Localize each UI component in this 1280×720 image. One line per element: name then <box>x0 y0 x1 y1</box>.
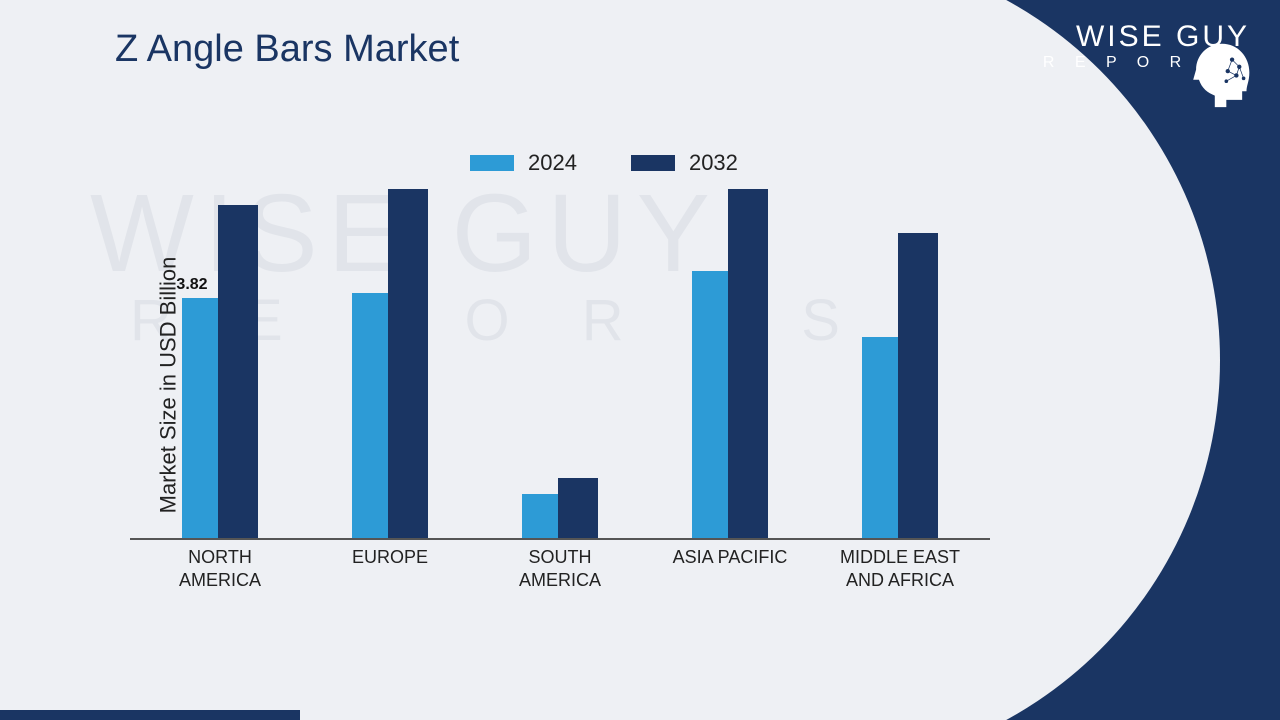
legend-label-2032: 2032 <box>689 150 738 176</box>
x-axis-label: ASIA PACIFIC <box>665 546 795 569</box>
legend-item-2032: 2032 <box>631 150 738 176</box>
bar <box>558 478 598 538</box>
bar <box>692 271 732 538</box>
bar <box>898 233 938 538</box>
bar <box>218 205 258 538</box>
bar <box>352 293 392 538</box>
x-axis-label: EUROPE <box>325 546 455 569</box>
x-axis-label: NORTH AMERICA <box>155 546 285 591</box>
legend-item-2024: 2024 <box>470 150 577 176</box>
legend: 2024 2032 <box>470 150 738 176</box>
chart: Market Size in USD Billion 3.82NORTH AME… <box>70 150 990 620</box>
legend-label-2024: 2024 <box>528 150 577 176</box>
x-axis-label: SOUTH AMERICA <box>495 546 625 591</box>
plot-area: 3.82NORTH AMERICAEUROPESOUTH AMERICAASIA… <box>130 150 990 540</box>
bar <box>522 494 562 538</box>
brand-logo: WISE GUY R E P O R T S <box>1043 20 1250 72</box>
bottom-accent-bar <box>0 710 300 720</box>
bar <box>728 189 768 538</box>
bar <box>862 337 902 538</box>
brand-head-icon <box>1186 38 1258 110</box>
legend-swatch-2032 <box>631 155 675 171</box>
bar-value-label: 3.82 <box>162 276 222 294</box>
chart-title: Z Angle Bars Market <box>115 28 459 71</box>
legend-swatch-2024 <box>470 155 514 171</box>
bar <box>182 298 222 538</box>
bar <box>388 189 428 538</box>
x-axis-label: MIDDLE EAST AND AFRICA <box>835 546 965 591</box>
